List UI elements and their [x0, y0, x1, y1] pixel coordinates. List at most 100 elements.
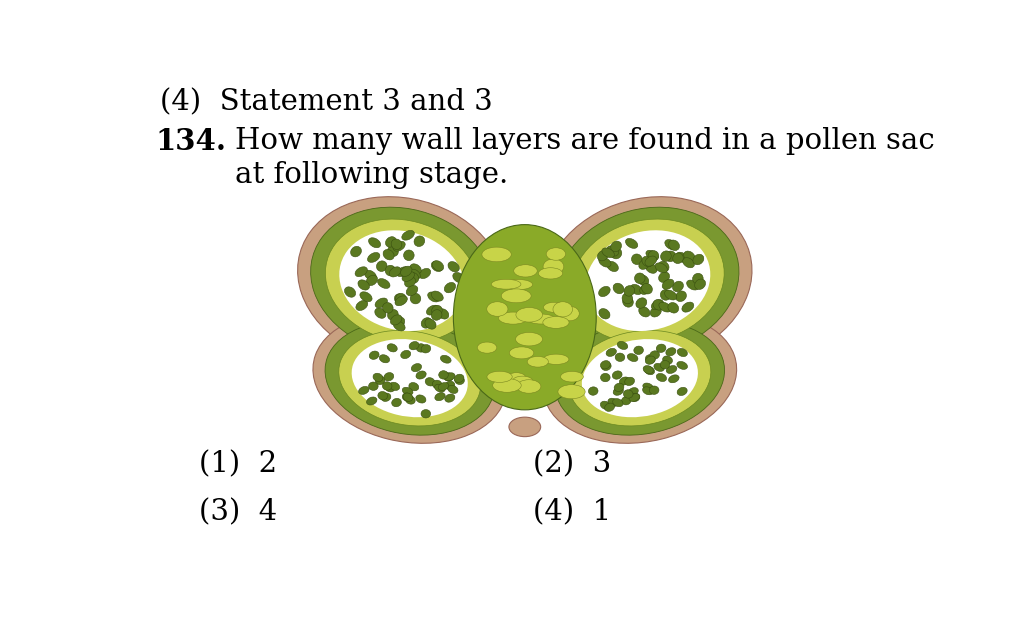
Ellipse shape	[339, 330, 480, 426]
Ellipse shape	[444, 282, 456, 293]
Ellipse shape	[527, 356, 549, 367]
Ellipse shape	[410, 342, 419, 350]
Ellipse shape	[453, 272, 464, 283]
Ellipse shape	[393, 241, 406, 251]
Ellipse shape	[419, 268, 431, 279]
Ellipse shape	[673, 281, 683, 292]
Ellipse shape	[543, 354, 569, 365]
Ellipse shape	[392, 398, 401, 407]
Ellipse shape	[394, 294, 406, 304]
Ellipse shape	[658, 261, 669, 272]
Ellipse shape	[437, 309, 449, 319]
Ellipse shape	[658, 302, 671, 312]
Ellipse shape	[393, 321, 406, 331]
Ellipse shape	[677, 387, 687, 396]
Ellipse shape	[381, 393, 391, 401]
Ellipse shape	[440, 355, 452, 363]
Ellipse shape	[665, 239, 677, 249]
Ellipse shape	[313, 313, 507, 443]
Ellipse shape	[544, 197, 752, 365]
Ellipse shape	[378, 279, 390, 289]
Ellipse shape	[409, 382, 419, 391]
Ellipse shape	[502, 289, 531, 303]
Ellipse shape	[407, 285, 418, 296]
Ellipse shape	[421, 318, 432, 328]
Ellipse shape	[648, 251, 658, 261]
Ellipse shape	[325, 321, 495, 435]
Ellipse shape	[677, 361, 687, 370]
Ellipse shape	[646, 250, 658, 260]
Ellipse shape	[390, 315, 401, 325]
Ellipse shape	[607, 261, 618, 272]
Ellipse shape	[431, 291, 443, 301]
Ellipse shape	[644, 367, 654, 375]
Ellipse shape	[416, 395, 426, 403]
Ellipse shape	[408, 273, 419, 283]
Ellipse shape	[610, 241, 622, 252]
Ellipse shape	[416, 344, 426, 352]
Ellipse shape	[607, 246, 618, 256]
Ellipse shape	[560, 372, 584, 382]
Ellipse shape	[404, 277, 416, 287]
Ellipse shape	[514, 265, 538, 277]
Ellipse shape	[432, 261, 443, 271]
Ellipse shape	[512, 376, 532, 386]
Ellipse shape	[558, 385, 585, 399]
Ellipse shape	[447, 385, 458, 394]
Ellipse shape	[499, 312, 527, 324]
Ellipse shape	[370, 351, 379, 360]
Ellipse shape	[555, 321, 725, 435]
Ellipse shape	[509, 347, 534, 359]
Ellipse shape	[396, 266, 409, 277]
Ellipse shape	[431, 310, 442, 320]
Ellipse shape	[401, 230, 415, 240]
Ellipse shape	[434, 384, 445, 392]
Ellipse shape	[326, 219, 478, 342]
Ellipse shape	[431, 261, 442, 272]
Ellipse shape	[298, 197, 506, 365]
Ellipse shape	[607, 246, 618, 256]
Ellipse shape	[395, 296, 408, 306]
Ellipse shape	[384, 373, 394, 381]
Ellipse shape	[421, 344, 431, 353]
Text: (1)  2: (1) 2	[200, 450, 278, 478]
Ellipse shape	[640, 284, 651, 294]
Ellipse shape	[377, 261, 387, 272]
Ellipse shape	[629, 394, 640, 401]
Ellipse shape	[435, 392, 445, 401]
Ellipse shape	[444, 394, 455, 402]
Ellipse shape	[586, 230, 711, 331]
Ellipse shape	[632, 254, 642, 265]
Ellipse shape	[410, 264, 421, 274]
Ellipse shape	[421, 410, 431, 418]
Ellipse shape	[622, 396, 631, 405]
Ellipse shape	[569, 330, 711, 426]
Ellipse shape	[373, 373, 383, 382]
Ellipse shape	[613, 387, 624, 395]
Ellipse shape	[368, 253, 380, 262]
Ellipse shape	[624, 285, 635, 296]
Ellipse shape	[684, 251, 695, 261]
Ellipse shape	[454, 225, 596, 410]
Ellipse shape	[660, 251, 672, 261]
Ellipse shape	[455, 374, 464, 382]
Ellipse shape	[614, 383, 624, 392]
Ellipse shape	[560, 306, 580, 321]
Ellipse shape	[692, 273, 703, 284]
Ellipse shape	[669, 240, 680, 251]
Ellipse shape	[600, 361, 610, 369]
Ellipse shape	[611, 248, 622, 259]
Ellipse shape	[369, 382, 378, 391]
Ellipse shape	[620, 377, 630, 385]
Ellipse shape	[687, 280, 698, 290]
Ellipse shape	[394, 317, 404, 327]
Ellipse shape	[493, 379, 521, 392]
Ellipse shape	[387, 310, 398, 320]
Ellipse shape	[443, 373, 454, 381]
Ellipse shape	[663, 356, 673, 364]
Ellipse shape	[447, 261, 460, 272]
Ellipse shape	[432, 305, 442, 316]
Ellipse shape	[515, 332, 543, 346]
Ellipse shape	[416, 371, 426, 379]
Ellipse shape	[639, 306, 650, 317]
